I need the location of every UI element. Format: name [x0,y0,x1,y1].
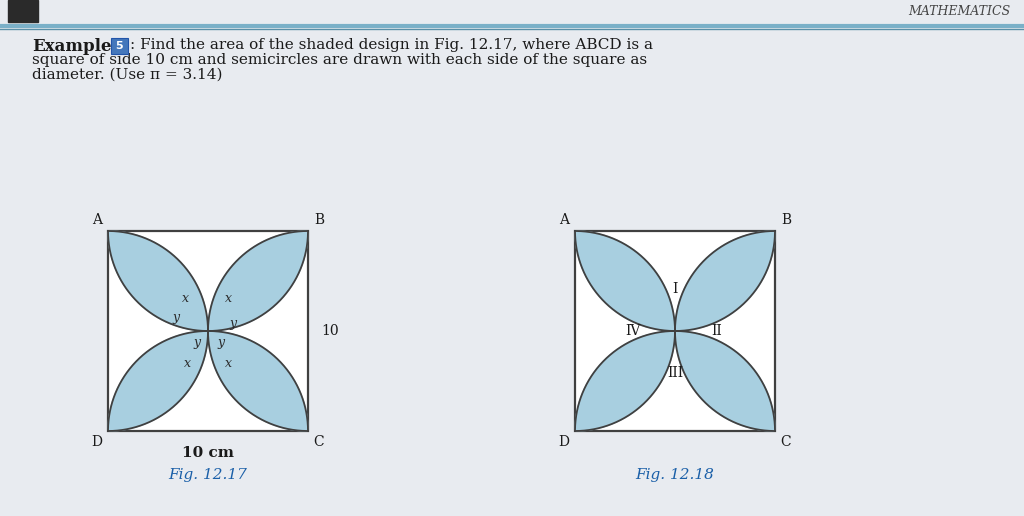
Text: x: x [225,292,232,305]
Text: III: III [667,366,683,380]
Text: y: y [194,336,200,349]
Polygon shape [108,231,308,431]
Text: square of side 10 cm and semicircles are drawn with each side of the square as: square of side 10 cm and semicircles are… [32,53,647,67]
Text: IV: IV [626,324,641,338]
Text: diameter. (Use π = 3.14): diameter. (Use π = 3.14) [32,68,222,82]
Polygon shape [111,38,128,54]
Polygon shape [575,331,675,431]
Text: C: C [313,435,325,449]
Text: D: D [91,435,102,449]
Text: 10: 10 [322,324,339,338]
Polygon shape [208,331,308,431]
Polygon shape [675,331,775,431]
Text: : Find the area of the shaded design in Fig. 12.17, where ABCD is a: : Find the area of the shaded design in … [130,38,653,52]
Text: C: C [780,435,792,449]
Polygon shape [108,231,208,331]
Polygon shape [108,331,208,431]
Text: A: A [559,213,569,227]
Polygon shape [208,231,308,331]
Text: D: D [558,435,569,449]
Text: Example: Example [32,38,112,55]
Text: Fig. 12.18: Fig. 12.18 [636,468,715,482]
Text: 5: 5 [116,41,123,51]
Text: II: II [712,324,722,338]
Text: I: I [673,282,678,296]
Text: Fig. 12.17: Fig. 12.17 [169,468,248,482]
Text: x: x [225,357,232,370]
Polygon shape [675,231,775,331]
Text: B: B [781,213,792,227]
Text: A: A [92,213,102,227]
Polygon shape [575,231,675,331]
Polygon shape [8,0,38,22]
Text: y: y [229,317,237,330]
Text: MATHEMATICS: MATHEMATICS [907,5,1010,18]
Text: x: x [181,292,188,305]
Text: x: x [183,357,190,370]
Text: y: y [172,311,179,324]
Polygon shape [575,231,775,431]
Text: B: B [314,213,324,227]
Text: y: y [218,336,225,349]
Text: 10 cm: 10 cm [182,446,234,460]
